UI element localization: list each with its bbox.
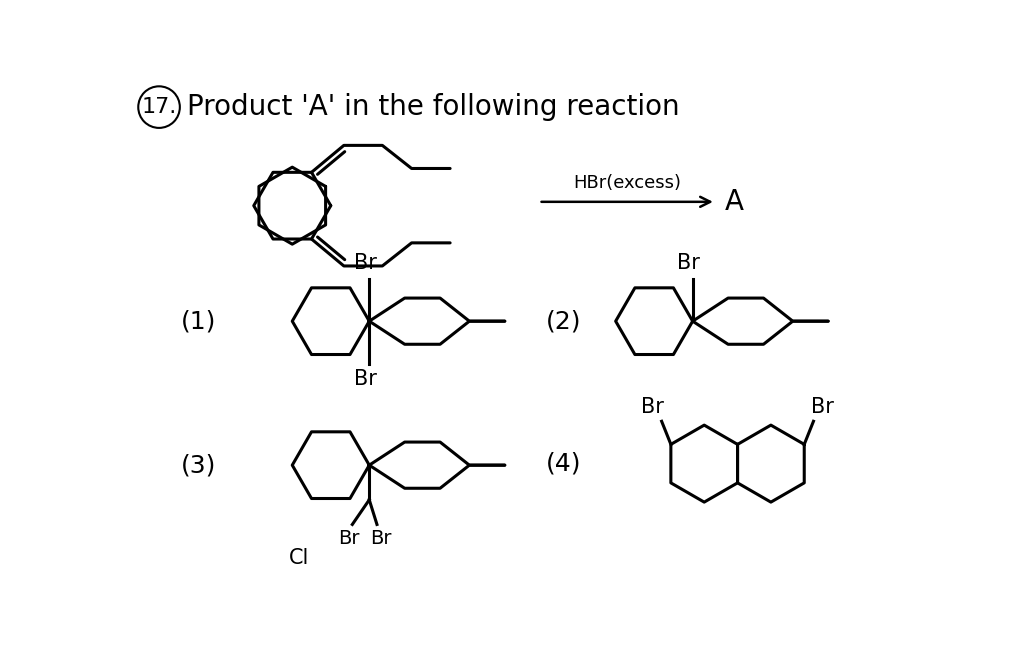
Text: (3): (3) [180,453,216,477]
Text: Br: Br [641,397,664,417]
Text: Br: Br [354,253,377,273]
Text: Br: Br [370,529,391,548]
Text: Product 'A' in the following reaction: Product 'A' in the following reaction [186,93,679,121]
Text: A: A [725,188,744,216]
Text: Br: Br [811,397,834,417]
Text: Br: Br [338,529,359,548]
Text: HBr(excess): HBr(excess) [573,174,681,192]
Text: (1): (1) [180,309,216,333]
Text: Br: Br [354,369,377,389]
Text: (4): (4) [547,452,582,476]
Text: (2): (2) [547,309,582,333]
Text: 17.: 17. [141,97,177,117]
Text: Cl: Cl [289,548,309,568]
Text: Br: Br [677,253,700,273]
